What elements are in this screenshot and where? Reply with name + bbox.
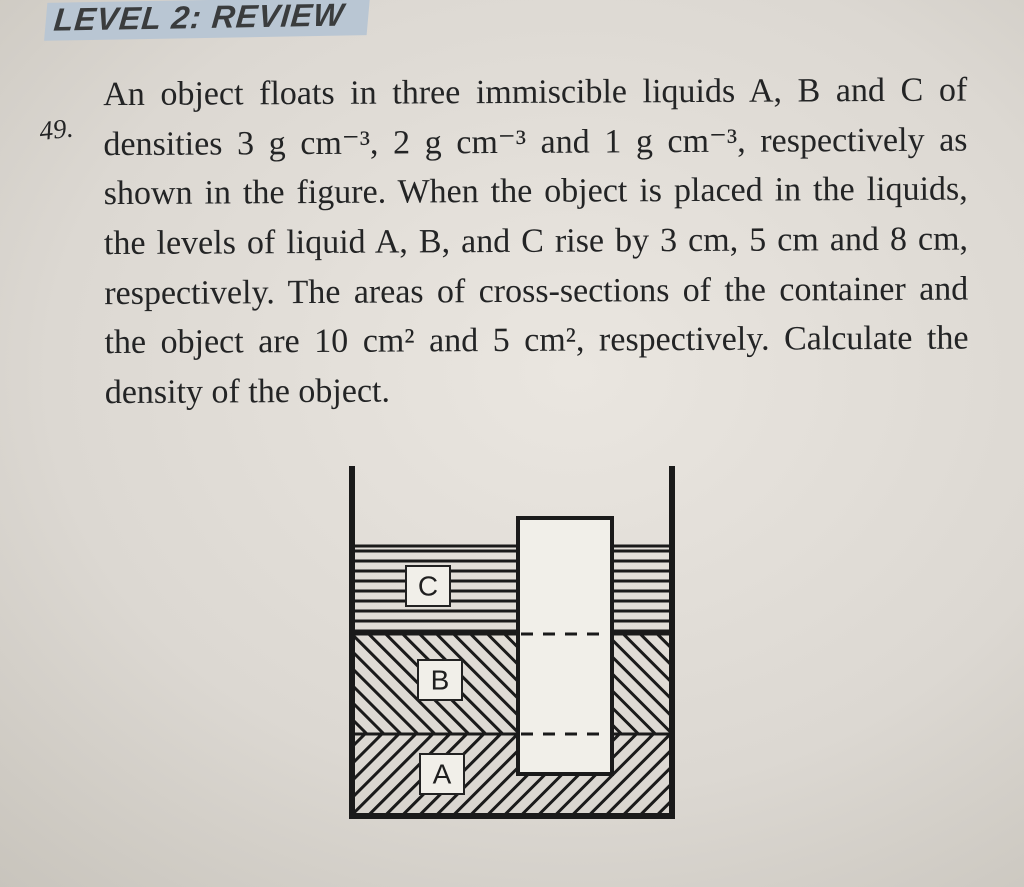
question-text: An object floats in three immiscible liq… (103, 66, 969, 418)
question-49: 49. An object floats in three immiscible… (31, 66, 969, 418)
figure-container: C B A (0, 436, 1024, 836)
textbook-page: { "header": { "level_text": "LEVEL 2: RE… (0, 0, 1024, 887)
svg-text:B: B (431, 664, 450, 695)
level-header: LEVEL 2: REVIEW (44, 0, 370, 41)
question-number: 49. (37, 109, 75, 152)
svg-text:A: A (433, 758, 452, 789)
svg-text:C: C (418, 570, 438, 601)
liquids-diagram: C B A (332, 436, 692, 836)
